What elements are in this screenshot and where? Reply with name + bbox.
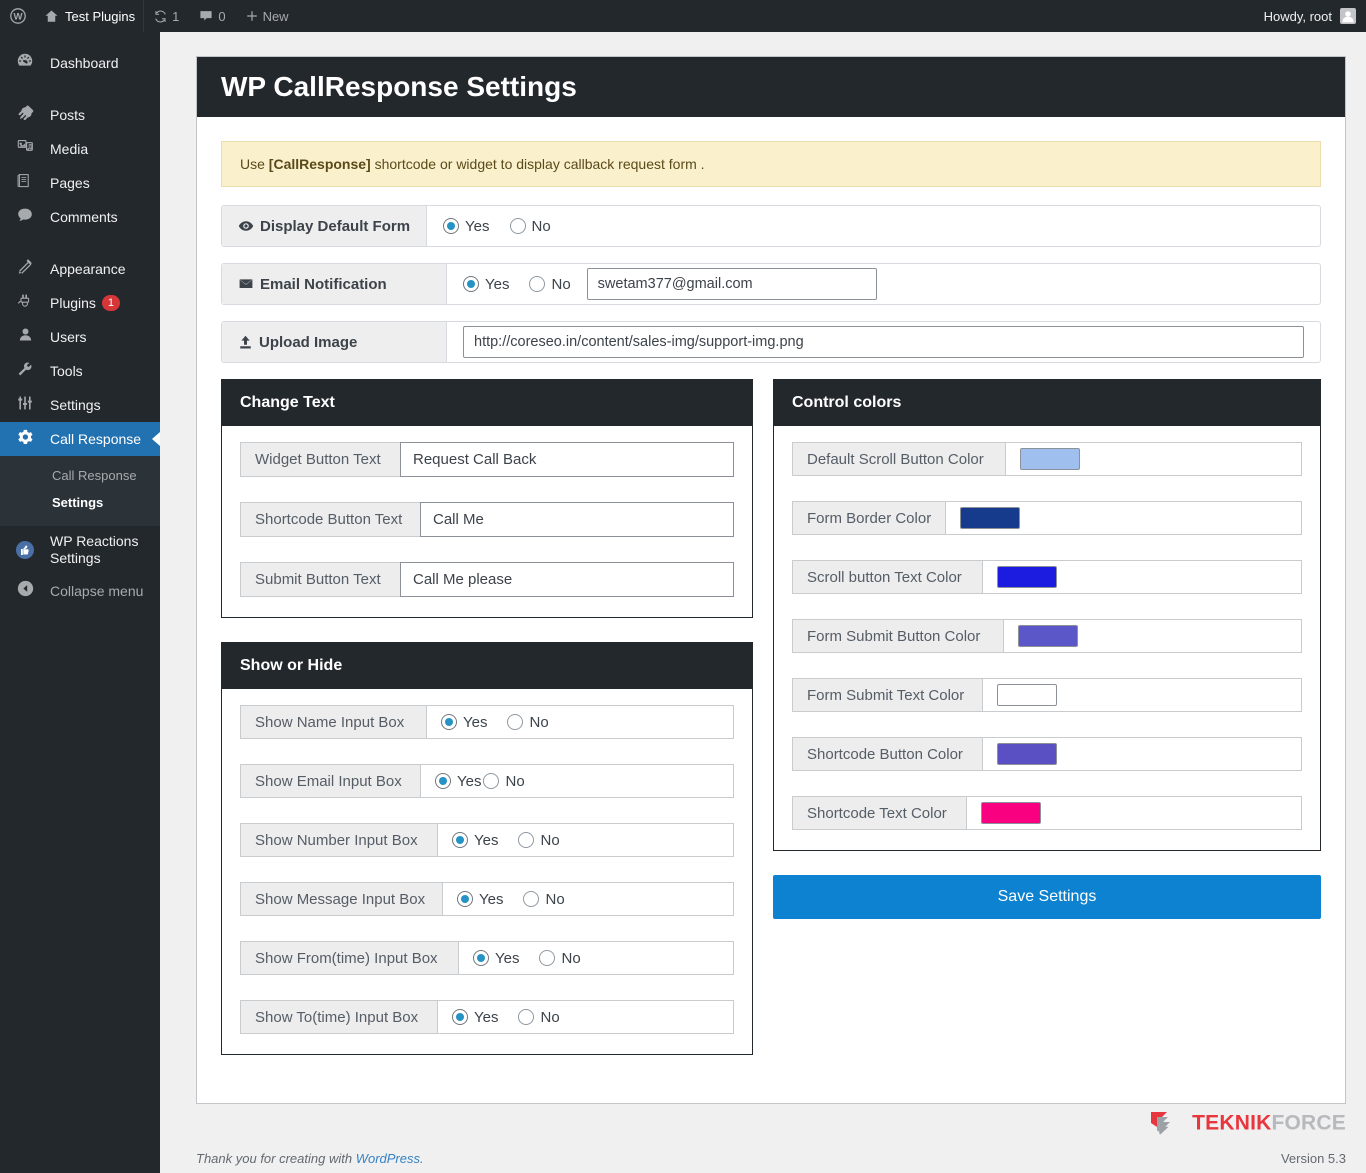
svg-text:W: W (13, 12, 23, 23)
